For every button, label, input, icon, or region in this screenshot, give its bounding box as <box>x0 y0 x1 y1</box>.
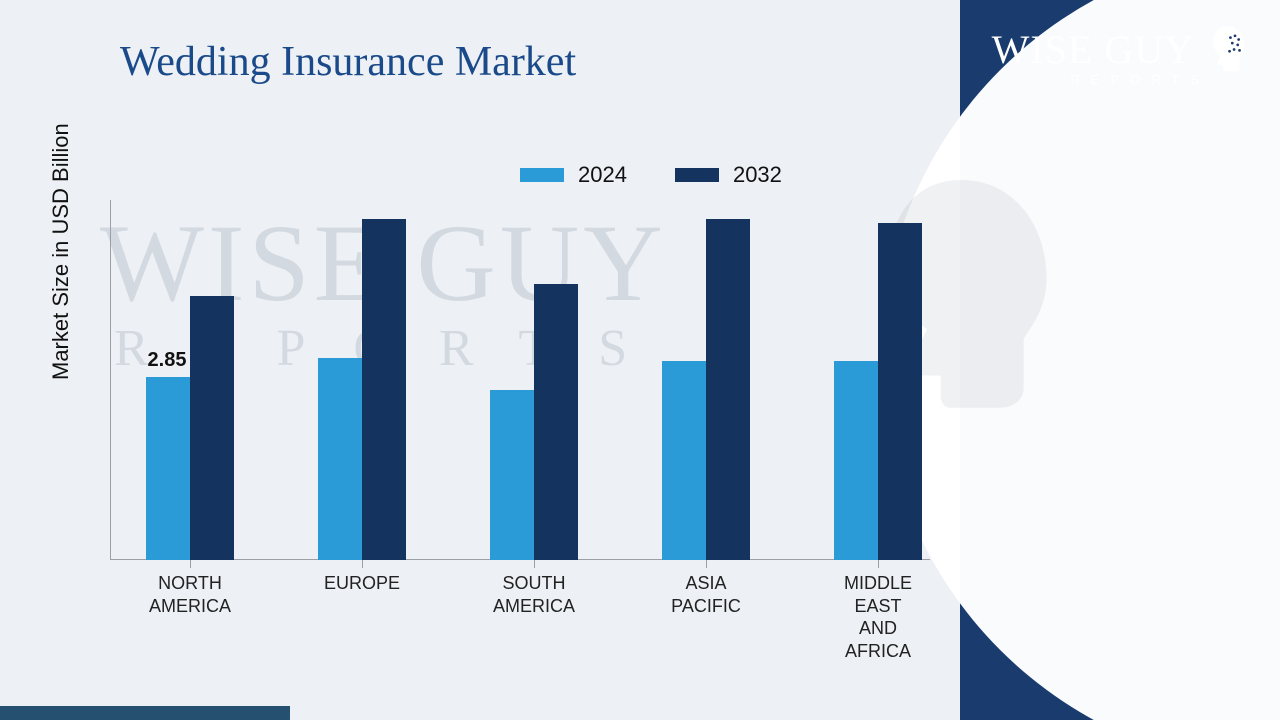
legend-item-2024: 2024 <box>520 162 627 188</box>
legend: 2024 2032 <box>520 162 782 188</box>
category-label: MIDDLEEASTANDAFRICA <box>798 572 958 662</box>
canvas: WISE GUY REPORTS Wedding Insurance Marke… <box>0 0 1280 720</box>
legend-item-2032: 2032 <box>675 162 782 188</box>
bar-4-1 <box>878 223 922 561</box>
legend-label-2032: 2032 <box>733 162 782 188</box>
category-label: NORTHAMERICA <box>110 572 270 617</box>
bar-1-0 <box>318 358 362 561</box>
chart-title: Wedding Insurance Market <box>120 38 576 86</box>
x-tick <box>878 560 879 568</box>
x-tick <box>190 560 191 568</box>
bar-1-1 <box>362 219 406 560</box>
x-tick <box>706 560 707 568</box>
category-label: EUROPE <box>282 572 442 595</box>
y-axis-label: Market Size in USD Billion <box>48 123 74 380</box>
category-label: ASIAPACIFIC <box>626 572 786 617</box>
bar-2-1 <box>534 284 578 560</box>
footer-stripe <box>0 706 290 720</box>
bar-4-0 <box>834 361 878 560</box>
bar-0-1 <box>190 296 234 560</box>
brand-main: WISE GUY <box>992 26 1194 73</box>
x-tick <box>534 560 535 568</box>
brand-sub: REPORTS <box>990 72 1250 87</box>
bar-3-0 <box>662 361 706 560</box>
bar-value-label: 2.85 <box>132 349 202 372</box>
bar-2-0 <box>490 390 534 560</box>
category-label: SOUTHAMERICA <box>454 572 614 617</box>
brand-head-icon <box>1200 24 1250 74</box>
bar-0-0 <box>146 377 190 560</box>
y-axis-line <box>110 200 111 560</box>
legend-label-2024: 2024 <box>578 162 627 188</box>
legend-swatch-2024 <box>520 168 564 182</box>
chart-plot-area <box>110 200 930 560</box>
x-tick <box>362 560 363 568</box>
brand-logo: WISE GUY REPORTS <box>990 24 1250 87</box>
bar-3-1 <box>706 219 750 560</box>
legend-swatch-2032 <box>675 168 719 182</box>
